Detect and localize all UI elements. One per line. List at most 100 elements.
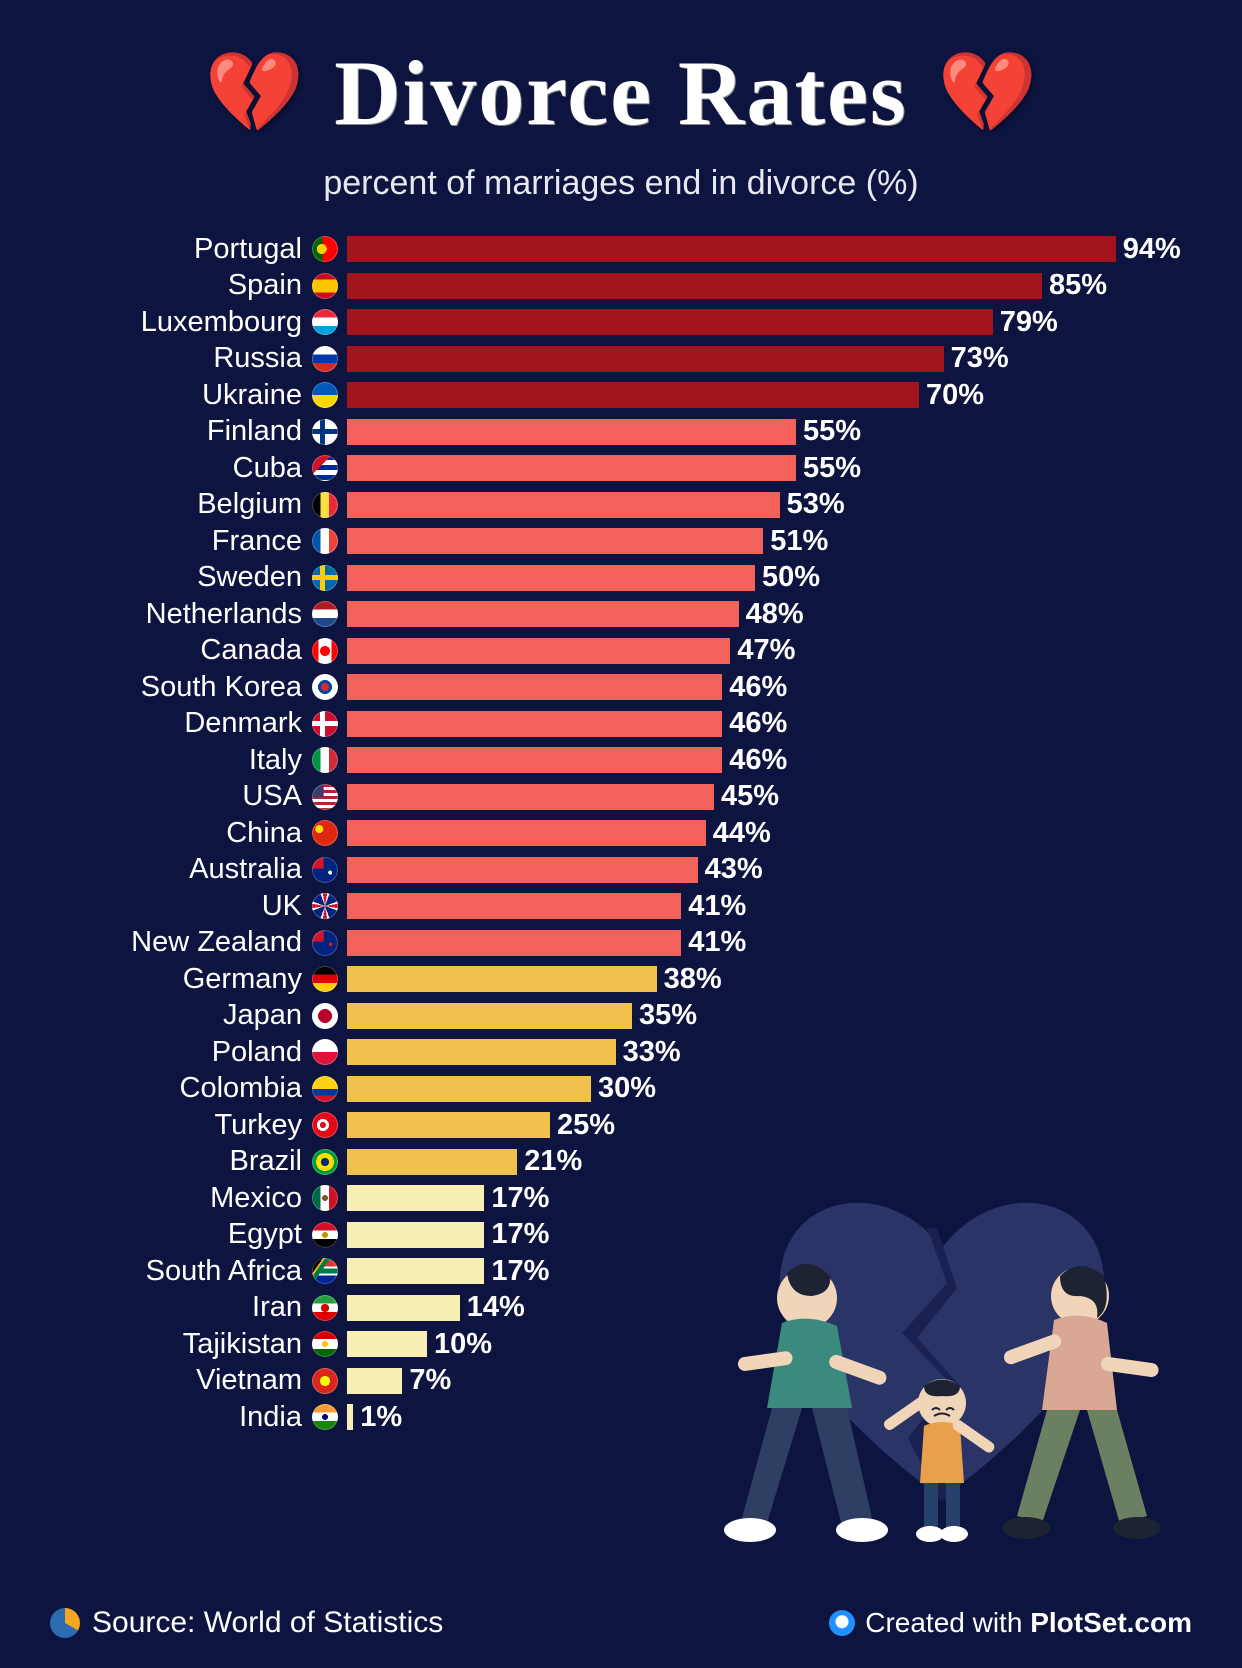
flag-cell bbox=[308, 1222, 342, 1248]
country-label: Brazil bbox=[50, 1145, 308, 1178]
country-label: Egypt bbox=[50, 1218, 308, 1251]
flag-icon bbox=[312, 857, 338, 883]
chart-row: Portugal94% bbox=[50, 231, 1192, 268]
chart-row: Canada47% bbox=[50, 633, 1192, 670]
flag-icon bbox=[312, 346, 338, 372]
flag-icon bbox=[312, 711, 338, 737]
chart-row: Sweden50% bbox=[50, 560, 1192, 597]
bar bbox=[346, 637, 731, 665]
bar bbox=[346, 892, 682, 920]
flag-cell bbox=[308, 966, 342, 992]
value-label: 14% bbox=[467, 1291, 525, 1324]
bar bbox=[346, 1075, 592, 1103]
broken-heart-icon: 💔 bbox=[205, 53, 305, 133]
bar-cell: 53% bbox=[342, 488, 1192, 521]
chart-row: Turkey25% bbox=[50, 1107, 1192, 1144]
country-label: Ukraine bbox=[50, 379, 308, 412]
country-label: South Korea bbox=[50, 671, 308, 704]
flag-cell bbox=[308, 1404, 342, 1430]
bar bbox=[346, 1257, 485, 1285]
flag-icon bbox=[312, 1331, 338, 1357]
bar-cell: 38% bbox=[342, 963, 1192, 996]
bar bbox=[346, 491, 781, 519]
country-label: Turkey bbox=[50, 1109, 308, 1142]
bar-cell: 70% bbox=[342, 379, 1192, 412]
flag-cell bbox=[308, 1185, 342, 1211]
value-label: 85% bbox=[1049, 269, 1107, 302]
flag-cell bbox=[308, 1039, 342, 1065]
bar-cell: 48% bbox=[342, 598, 1192, 631]
flag-icon bbox=[312, 565, 338, 591]
bar bbox=[346, 1111, 551, 1139]
value-label: 47% bbox=[737, 634, 795, 667]
flag-icon bbox=[312, 236, 338, 262]
value-label: 46% bbox=[729, 707, 787, 740]
flag-icon bbox=[312, 1149, 338, 1175]
bar-cell: 55% bbox=[342, 415, 1192, 448]
flag-icon bbox=[312, 747, 338, 773]
bar bbox=[346, 454, 797, 482]
flag-cell bbox=[308, 638, 342, 664]
chart-row: Germany 38% bbox=[50, 961, 1192, 998]
bar bbox=[346, 1367, 403, 1395]
flag-cell bbox=[308, 930, 342, 956]
flag-cell bbox=[308, 674, 342, 700]
bar bbox=[346, 1038, 617, 1066]
country-label: Sweden bbox=[50, 561, 308, 594]
flag-cell bbox=[308, 893, 342, 919]
country-label: Spain bbox=[50, 269, 308, 302]
country-label: Australia bbox=[50, 853, 308, 886]
bar bbox=[346, 1330, 428, 1358]
flag-cell bbox=[308, 273, 342, 299]
bar bbox=[346, 965, 658, 993]
pin-icon bbox=[829, 1610, 855, 1636]
bar bbox=[346, 783, 715, 811]
bar bbox=[346, 856, 699, 884]
chart-row: China44% bbox=[50, 815, 1192, 852]
chart-row: Belgium53% bbox=[50, 487, 1192, 524]
flag-cell bbox=[308, 1295, 342, 1321]
value-label: 7% bbox=[409, 1364, 451, 1397]
flag-cell bbox=[308, 309, 342, 335]
chart-row: Russia73% bbox=[50, 341, 1192, 378]
bar bbox=[346, 600, 740, 628]
bar-cell: 35% bbox=[342, 999, 1192, 1032]
country-label: Germany bbox=[50, 963, 308, 996]
flag-icon bbox=[312, 820, 338, 846]
pie-chart-icon bbox=[50, 1608, 80, 1638]
bar bbox=[346, 1002, 633, 1030]
chart-row: Spain 85% bbox=[50, 268, 1192, 305]
bar-cell: 47% bbox=[342, 634, 1192, 667]
bar-cell: 41% bbox=[342, 890, 1192, 923]
country-label: Luxembourg bbox=[50, 306, 308, 339]
flag-cell bbox=[308, 784, 342, 810]
value-label: 48% bbox=[746, 598, 804, 631]
flag-icon bbox=[312, 492, 338, 518]
bar-cell: 46% bbox=[342, 744, 1192, 777]
country-label: Netherlands bbox=[50, 598, 308, 631]
bar bbox=[346, 564, 756, 592]
country-label: Poland bbox=[50, 1036, 308, 1069]
bar bbox=[346, 1221, 485, 1249]
flag-cell bbox=[308, 1003, 342, 1029]
bar bbox=[346, 819, 707, 847]
chart-row: UK41% bbox=[50, 888, 1192, 925]
bar-cell: 85% bbox=[342, 269, 1192, 302]
bar bbox=[346, 710, 723, 738]
flag-icon bbox=[312, 309, 338, 335]
bar-cell: 79% bbox=[342, 306, 1192, 339]
flag-cell bbox=[308, 528, 342, 554]
footer: Source: World of Statistics Created with… bbox=[50, 1606, 1192, 1640]
flag-icon bbox=[312, 1368, 338, 1394]
value-label: 21% bbox=[524, 1145, 582, 1178]
bar-cell: 45% bbox=[342, 780, 1192, 813]
bar-cell: 41% bbox=[342, 926, 1192, 959]
bar bbox=[346, 272, 1043, 300]
country-label: France bbox=[50, 525, 308, 558]
country-label: Mexico bbox=[50, 1182, 308, 1215]
flag-cell bbox=[308, 492, 342, 518]
flag-icon bbox=[312, 674, 338, 700]
chart-row: Luxembourg 79% bbox=[50, 304, 1192, 341]
bar-cell: 51% bbox=[342, 525, 1192, 558]
country-label: Iran bbox=[50, 1291, 308, 1324]
